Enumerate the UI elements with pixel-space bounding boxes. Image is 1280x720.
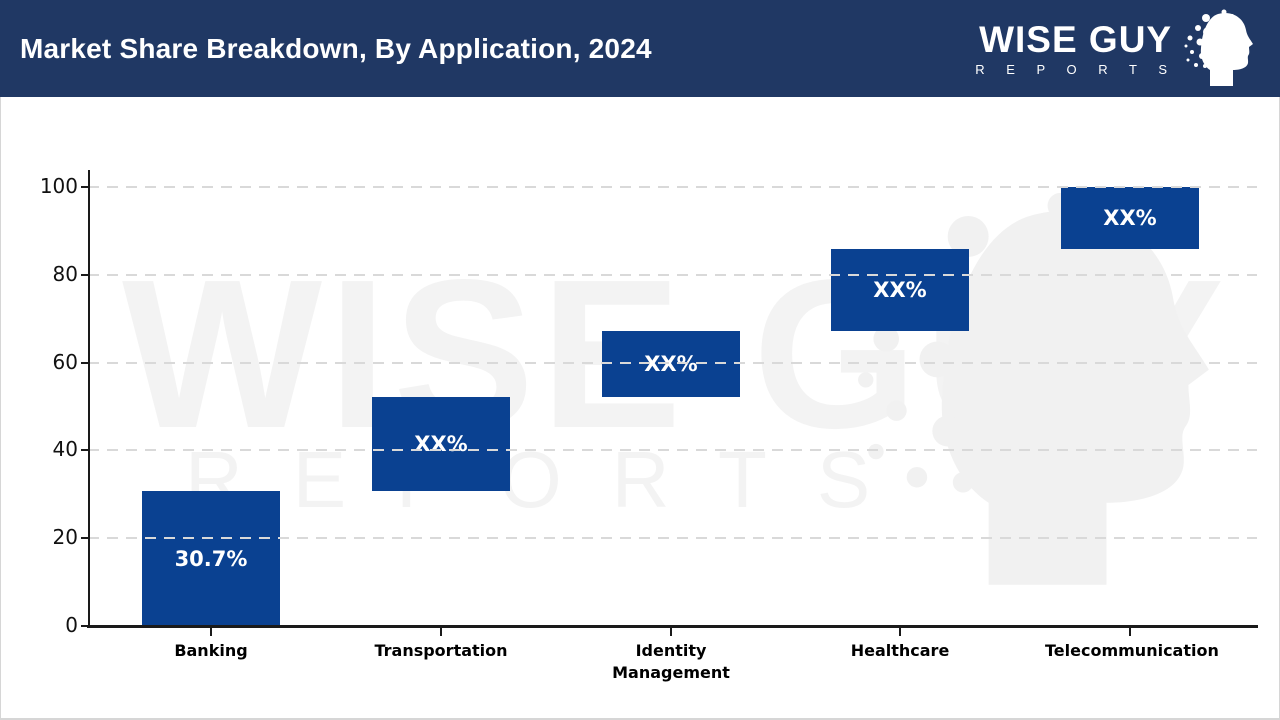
gridline-100 <box>88 186 1257 188</box>
bar-value-label: XX% <box>1103 206 1157 231</box>
x-tick-mark <box>440 628 442 636</box>
y-tick-mark <box>81 449 88 452</box>
y-tick-label: 60 <box>52 349 78 374</box>
y-tick-label: 0 <box>65 613 78 637</box>
x-tick-mark <box>1129 628 1131 636</box>
gridline-20 <box>88 537 1257 540</box>
x-tick-mark <box>899 628 901 636</box>
bar-value-label: 30.7% <box>174 546 248 571</box>
header-bar: Market Share Breakdown, By Application, … <box>0 0 1280 97</box>
watermark-head-profile-icon <box>835 150 1255 624</box>
gridline-60 <box>88 361 1257 364</box>
y-tick-mark <box>81 361 88 364</box>
x-tick-label-transportation: Transportation <box>374 641 508 660</box>
bar-healthcare: XX% <box>831 249 969 331</box>
y-tick-label: 20 <box>52 525 78 550</box>
page-title: Market Share Breakdown, By Application, … <box>20 32 652 64</box>
y-axis-line <box>88 170 90 628</box>
gridline-40 <box>88 449 1257 452</box>
watermark-subtitle: REPORTS <box>185 435 921 524</box>
bar-banking: 30.7% <box>142 491 280 626</box>
wise-guy-logo: WISE GUY R E P O R T S <box>975 8 1262 90</box>
gridline-80 <box>88 273 1257 276</box>
y-tick-mark <box>81 186 88 188</box>
bar-value-label: XX% <box>414 432 468 457</box>
logo-text: WISE GUY R E P O R T S <box>975 21 1176 76</box>
bar-identity-management: XX% <box>602 330 740 397</box>
head-profile-icon <box>1180 8 1262 90</box>
bar-transportation: XX% <box>372 396 510 492</box>
y-tick-label: 40 <box>52 437 78 462</box>
y-tick-mark <box>81 625 88 627</box>
logo-subtitle: R E P O R T S <box>975 62 1176 77</box>
x-tick-label-healthcare: Healthcare <box>850 641 950 660</box>
y-tick-label: 100 <box>39 174 78 198</box>
x-tick-mark <box>670 628 672 636</box>
x-tick-label-banking: Banking <box>174 641 248 660</box>
x-tick-label-identity-management: Identity Management <box>612 641 730 682</box>
x-axis-line <box>87 625 1258 628</box>
logo-wordmark: WISE GUY <box>979 19 1173 60</box>
x-tick-label-telecommunication: Telecommunication <box>1045 641 1219 660</box>
bar-telecommunication: XX% <box>1061 187 1199 250</box>
y-tick-mark <box>81 537 88 540</box>
bar-value-label: XX% <box>644 351 698 376</box>
bar-value-label: XX% <box>873 277 927 302</box>
y-tick-label: 80 <box>52 261 78 286</box>
y-tick-mark <box>81 273 88 276</box>
x-tick-mark <box>210 628 212 636</box>
